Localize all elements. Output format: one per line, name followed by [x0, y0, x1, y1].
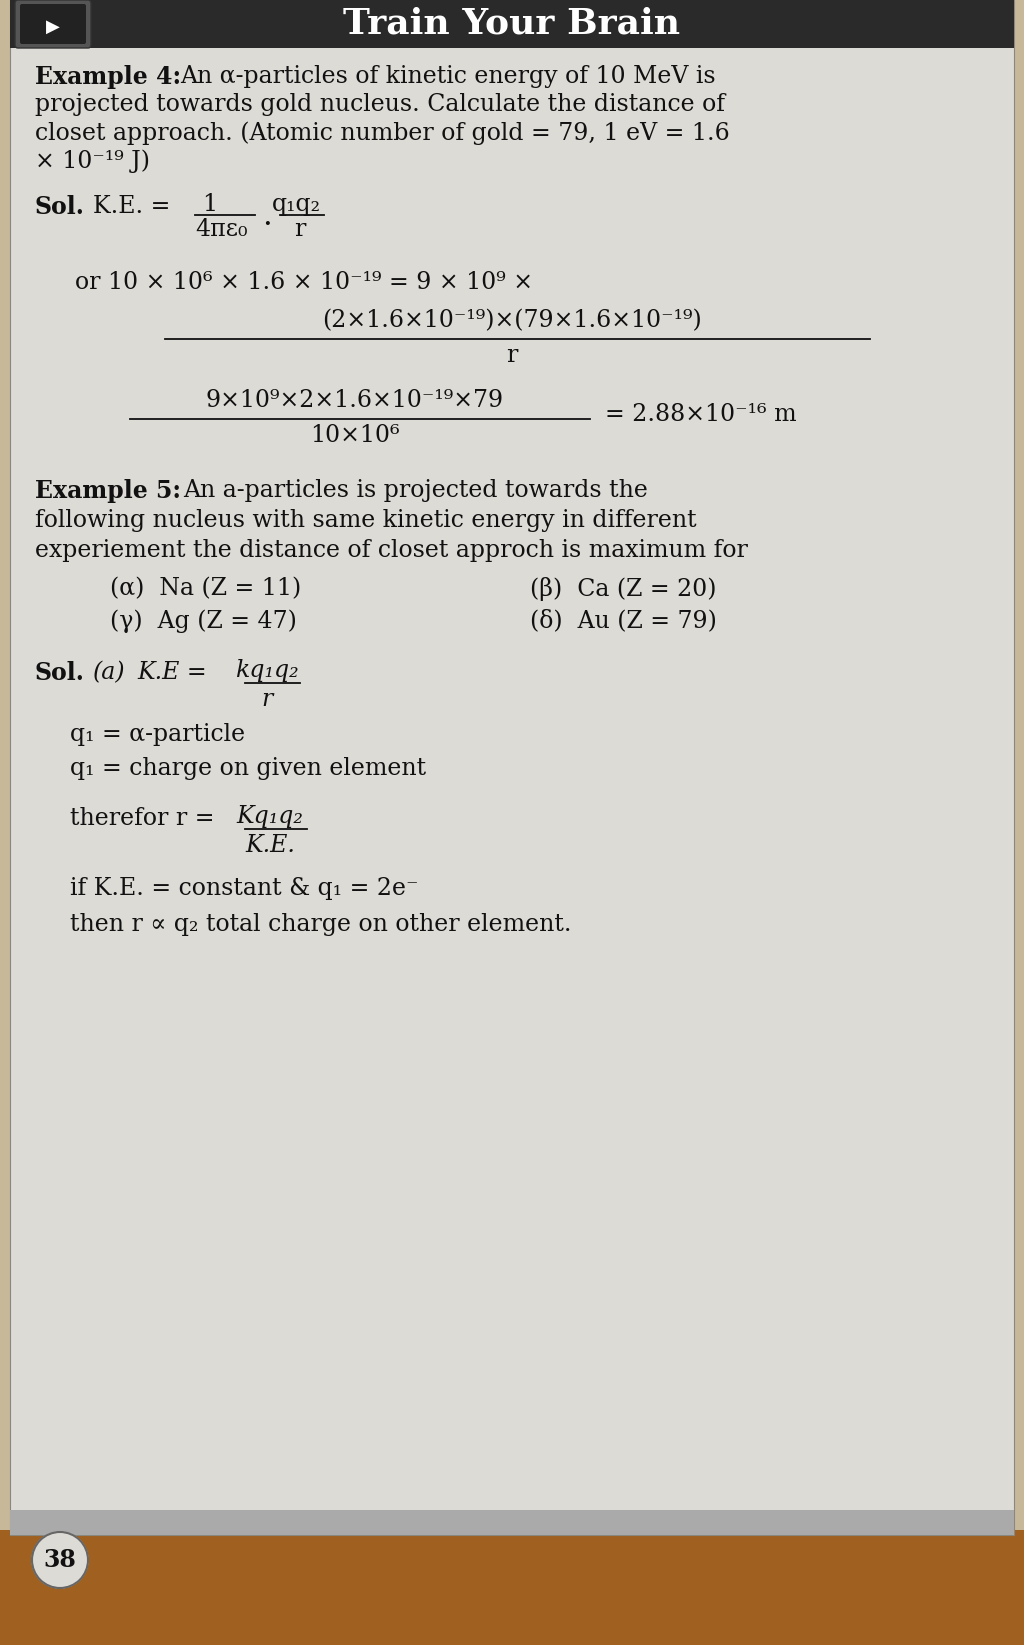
Text: Sol.: Sol.	[35, 661, 85, 684]
FancyBboxPatch shape	[15, 0, 91, 48]
Text: or 10 × 10⁶ × 1.6 × 10⁻¹⁹ = 9 × 10⁹ ×: or 10 × 10⁶ × 1.6 × 10⁻¹⁹ = 9 × 10⁹ ×	[75, 271, 534, 294]
Text: 9×10⁹×2×1.6×10⁻¹⁹×79: 9×10⁹×2×1.6×10⁻¹⁹×79	[206, 388, 504, 411]
Text: Train Your Brain: Train Your Brain	[343, 7, 681, 41]
Text: = 2.88×10⁻¹⁶ m: = 2.88×10⁻¹⁶ m	[605, 403, 797, 426]
Circle shape	[32, 1531, 88, 1587]
Text: closet approach. (Atomic number of gold = 79, 1 eV = 1.6: closet approach. (Atomic number of gold …	[35, 122, 730, 145]
FancyBboxPatch shape	[0, 1530, 1024, 1645]
Text: 10×10⁶: 10×10⁶	[310, 424, 399, 447]
Text: r: r	[294, 219, 306, 242]
Text: kq₁q₂: kq₁q₂	[236, 660, 299, 683]
Text: (a): (a)	[93, 661, 126, 684]
Text: Example 4:: Example 4:	[35, 66, 181, 89]
Text: Example 5:: Example 5:	[35, 479, 181, 503]
Text: K.E.: K.E.	[245, 834, 295, 857]
FancyBboxPatch shape	[20, 3, 86, 44]
Text: r: r	[506, 344, 518, 367]
Text: Kq₁q₂: Kq₁q₂	[237, 804, 303, 827]
Text: q₁ = charge on given element: q₁ = charge on given element	[70, 757, 426, 780]
Text: K.E =: K.E =	[137, 661, 207, 684]
Text: projected towards gold nucleus. Calculate the distance of: projected towards gold nucleus. Calculat…	[35, 94, 725, 117]
Text: An α-particles of kinetic energy of 10 MeV is: An α-particles of kinetic energy of 10 M…	[180, 66, 716, 87]
Text: therefor r =: therefor r =	[70, 808, 214, 831]
Text: 4πε₀: 4πε₀	[195, 219, 248, 242]
Text: .: .	[262, 201, 271, 232]
Text: ▶: ▶	[46, 18, 60, 36]
Text: × 10⁻¹⁹ J): × 10⁻¹⁹ J)	[35, 150, 150, 173]
Text: (2×1.6×10⁻¹⁹)×(79×1.6×10⁻¹⁹): (2×1.6×10⁻¹⁹)×(79×1.6×10⁻¹⁹)	[323, 309, 701, 332]
Text: r: r	[261, 688, 272, 711]
FancyBboxPatch shape	[10, 0, 1014, 1535]
Text: An a-particles is projected towards the: An a-particles is projected towards the	[183, 479, 648, 502]
Text: Sol.: Sol.	[35, 196, 85, 219]
Text: (β)  Ca (Z = 20): (β) Ca (Z = 20)	[530, 577, 717, 600]
Text: 1: 1	[203, 192, 217, 215]
Text: then r ∝ q₂ total charge on other element.: then r ∝ q₂ total charge on other elemen…	[70, 913, 571, 936]
Text: 38: 38	[44, 1548, 77, 1573]
Text: (γ)  Ag (Z = 47): (γ) Ag (Z = 47)	[110, 609, 297, 633]
Text: q₁ = α-particle: q₁ = α-particle	[70, 724, 245, 745]
Text: K.E. =: K.E. =	[93, 196, 170, 219]
Text: (δ)  Au (Z = 79): (δ) Au (Z = 79)	[530, 609, 717, 632]
Text: q₁q₂: q₁q₂	[271, 192, 321, 215]
FancyBboxPatch shape	[10, 1510, 1014, 1535]
Text: experiement the distance of closet approch is maximum for: experiement the distance of closet appro…	[35, 540, 748, 563]
FancyBboxPatch shape	[10, 0, 1014, 48]
Text: if K.E. = constant & q₁ = 2e⁻: if K.E. = constant & q₁ = 2e⁻	[70, 877, 419, 900]
Text: following nucleus with same kinetic energy in different: following nucleus with same kinetic ener…	[35, 508, 696, 531]
Text: (α)  Na (Z = 11): (α) Na (Z = 11)	[110, 577, 301, 600]
